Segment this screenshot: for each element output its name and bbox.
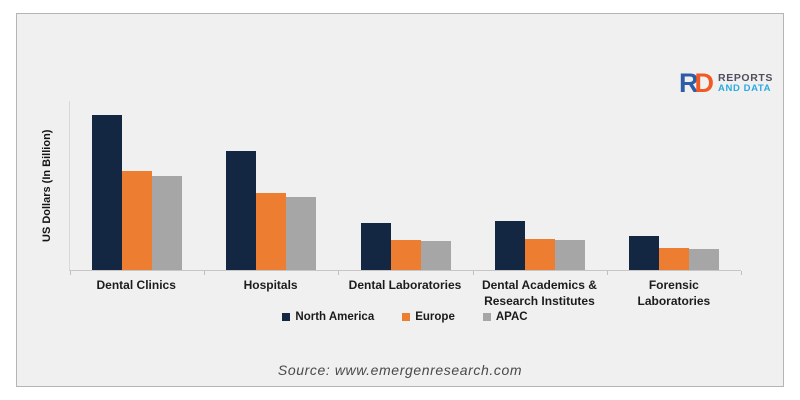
bar-europe	[122, 171, 153, 270]
legend-label: North America	[295, 311, 375, 323]
logo-monogram-icon: R D	[679, 70, 715, 97]
bar-apac	[554, 240, 585, 270]
x-axis-label-dental-academics-research-institutes: Dental Academics & Research Institutes	[481, 278, 597, 308]
legend-swatch-icon	[402, 313, 411, 321]
legend-swatch-icon	[482, 313, 491, 321]
bar-europe	[524, 239, 555, 270]
x-axis-tick	[338, 271, 340, 275]
bar-group-forensic-laboratories	[607, 101, 741, 270]
bar-north-america	[494, 221, 525, 270]
logo-r-letter: R	[679, 68, 698, 98]
x-axis-label-dental-laboratories: Dental Laboratories	[348, 278, 462, 292]
legend-swatch-icon	[282, 313, 291, 321]
bar-group-dental-clinics	[70, 101, 204, 270]
chart-panel: R D REPORTS AND DATA US Dollars (In Bill…	[16, 13, 784, 387]
bar-north-america	[226, 151, 257, 270]
y-axis-label: US Dollars (In Billion)	[41, 129, 53, 243]
legend-label: APAC	[495, 311, 528, 323]
reports-and-data-logo: R D REPORTS AND DATA	[679, 70, 773, 97]
bar-north-america	[628, 236, 659, 270]
source-attribution: Source: www.emergenresearch.com	[277, 362, 523, 378]
logo-text-reports: REPORTS	[718, 72, 773, 84]
bar-europe	[256, 193, 287, 270]
bar-apac	[688, 249, 719, 270]
bar-group-hospitals	[204, 101, 338, 270]
x-axis-label-dental-clinics: Dental Clinics	[96, 278, 176, 292]
bar-europe	[658, 248, 689, 270]
bar-group-dental-academics-research-institutes	[473, 101, 607, 270]
legend-item-north-america: North America	[282, 311, 374, 323]
x-axis-labels: Dental Clinics Hospitals Dental Laboratori…	[69, 278, 741, 309]
legend-item-europe: Europe	[402, 311, 455, 323]
logo-wordmark: REPORTS AND DATA	[718, 72, 773, 95]
plot-area	[69, 101, 742, 275]
bar-apac	[420, 241, 451, 270]
x-axis-label-forensic-laboratories: Forensic Laboratories	[637, 278, 711, 308]
logo-text-and-data: AND DATA	[718, 83, 772, 95]
legend-label: Europe	[415, 311, 455, 323]
x-axis-tick	[606, 271, 608, 275]
x-axis-tick	[741, 271, 742, 275]
bar-europe	[390, 240, 421, 270]
legend-item-apac: APAC	[482, 311, 528, 323]
chart-legend: North America Europe APAC	[69, 311, 741, 323]
x-axis-tick	[204, 271, 206, 275]
bar-north-america	[360, 223, 391, 270]
bar-apac	[152, 176, 183, 270]
x-axis-tick	[70, 271, 71, 275]
bar-apac	[286, 197, 317, 270]
bar-group-dental-laboratories	[338, 101, 472, 270]
x-axis-tick	[472, 271, 474, 275]
x-axis-label-hospitals: Hospitals	[243, 278, 298, 292]
bar-north-america	[92, 115, 123, 270]
logo-d-letter: D	[694, 68, 714, 98]
